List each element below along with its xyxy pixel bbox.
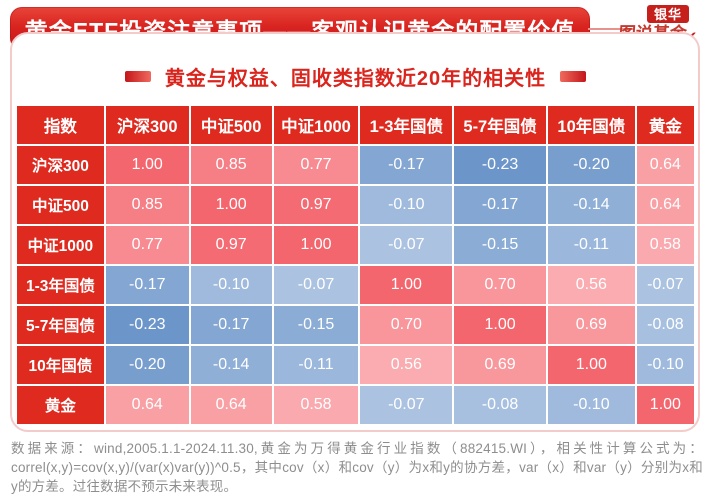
corr-cell: -0.08 xyxy=(636,306,694,344)
row-header: 10年国债 xyxy=(17,346,104,384)
corr-cell: 0.77 xyxy=(273,146,359,184)
subtitle-row: 黄金与权益、固收类指数近20年的相关性 xyxy=(0,62,711,91)
column-header: 中证1000 xyxy=(273,106,359,144)
corr-cell: 0.58 xyxy=(273,386,359,424)
corr-cell: 0.64 xyxy=(636,186,694,224)
corr-cell: -0.10 xyxy=(190,266,272,304)
corr-cell: 0.85 xyxy=(105,186,189,224)
brand-name-badge: 银华 xyxy=(646,5,689,23)
corr-cell: -0.15 xyxy=(273,306,359,344)
corr-cell: 0.69 xyxy=(454,346,546,384)
column-header: 5-7年国债 xyxy=(454,106,546,144)
corr-cell: 1.00 xyxy=(636,386,694,424)
dash-icon xyxy=(560,71,587,82)
corr-cell: -0.23 xyxy=(454,146,546,184)
corr-cell: 0.69 xyxy=(547,306,635,344)
corr-cell: -0.23 xyxy=(105,306,189,344)
corr-cell: 0.70 xyxy=(360,306,453,344)
corr-cell: -0.20 xyxy=(547,146,635,184)
corr-cell: 0.64 xyxy=(636,146,694,184)
corr-cell: 1.00 xyxy=(360,266,453,304)
corr-cell: -0.10 xyxy=(547,386,635,424)
row-header: 5-7年国债 xyxy=(17,306,104,344)
column-header: 1-3年国债 xyxy=(360,106,453,144)
corr-cell: 0.70 xyxy=(454,266,546,304)
corr-cell: 0.64 xyxy=(105,386,189,424)
corr-cell: -0.07 xyxy=(636,266,694,304)
corr-cell: 1.00 xyxy=(547,346,635,384)
corr-cell: 1.00 xyxy=(105,146,189,184)
column-header: 黄金 xyxy=(636,106,694,144)
correlation-heatmap-table: 指数 沪深300 中证500 中证1000 1-3年国债 5-7年国债 10年国债 黄金 沪深3… xyxy=(17,106,694,424)
corr-cell: -0.14 xyxy=(547,186,635,224)
corr-cell: 0.56 xyxy=(360,346,453,384)
corr-cell: 0.64 xyxy=(190,386,272,424)
dash-icon xyxy=(124,71,151,82)
brand-logo: 银华 图说基金✔ xyxy=(616,5,702,46)
column-header: 10年国债 xyxy=(547,106,635,144)
corr-cell: -0.15 xyxy=(454,226,546,264)
corr-cell: -0.20 xyxy=(105,346,189,384)
column-header: 沪深300 xyxy=(105,106,189,144)
corr-cell: -0.08 xyxy=(454,386,546,424)
corr-cell: -0.07 xyxy=(360,226,453,264)
corr-cell: -0.07 xyxy=(273,266,359,304)
row-header: 中证500 xyxy=(17,186,104,224)
row-header: 黄金 xyxy=(17,386,104,424)
corr-cell: 0.85 xyxy=(190,146,272,184)
banner-connector-line xyxy=(588,28,634,30)
corr-cell: -0.17 xyxy=(190,306,272,344)
row-header: 1-3年国债 xyxy=(17,266,104,304)
corr-cell: -0.17 xyxy=(454,186,546,224)
column-header: 中证500 xyxy=(190,106,272,144)
corr-cell: -0.14 xyxy=(190,346,272,384)
corr-cell: -0.17 xyxy=(360,146,453,184)
corr-cell: 0.77 xyxy=(105,226,189,264)
row-header: 沪深300 xyxy=(17,146,104,184)
corr-cell: 0.58 xyxy=(636,226,694,264)
corr-cell: 1.00 xyxy=(273,226,359,264)
corr-cell: -0.11 xyxy=(273,346,359,384)
corr-cell: -0.11 xyxy=(547,226,635,264)
row-header: 中证1000 xyxy=(17,226,104,264)
corr-cell: -0.07 xyxy=(360,386,453,424)
corr-cell: 0.97 xyxy=(273,186,359,224)
corner-header: 指数 xyxy=(17,106,104,144)
corr-cell: 0.56 xyxy=(547,266,635,304)
chart-subtitle: 黄金与权益、固收类指数近20年的相关性 xyxy=(164,68,547,90)
corr-cell: 1.00 xyxy=(190,186,272,224)
corr-cell: -0.10 xyxy=(636,346,694,384)
corr-cell: 1.00 xyxy=(454,306,546,344)
corr-cell: -0.10 xyxy=(360,186,453,224)
data-source-note: 数据来源：wind,2005.1.1-2024.11.30,黄金为万得黄金行业指… xyxy=(11,441,703,494)
corr-cell: 0.97 xyxy=(190,226,272,264)
corr-cell: -0.17 xyxy=(105,266,189,304)
